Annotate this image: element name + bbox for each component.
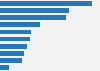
Bar — [0, 15, 66, 20]
Bar — [0, 58, 22, 63]
Bar — [0, 1, 92, 6]
Bar — [0, 8, 69, 13]
Bar — [0, 30, 31, 34]
Bar — [0, 37, 30, 41]
Bar — [0, 65, 9, 70]
Bar — [0, 51, 24, 56]
Bar — [0, 44, 27, 48]
Bar — [0, 23, 40, 27]
